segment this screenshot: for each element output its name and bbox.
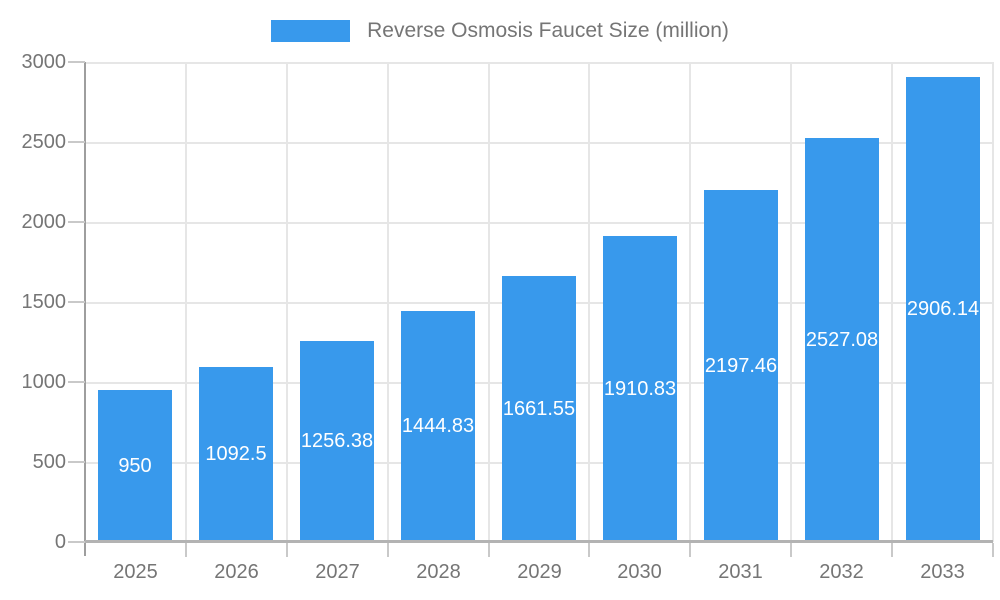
y-tick-mark bbox=[68, 301, 85, 303]
bar-2026[interactable]: 1092.5 bbox=[199, 367, 273, 542]
legend-item[interactable]: Reverse Osmosis Faucet Size (million) bbox=[0, 16, 1000, 46]
bar-2025[interactable]: 950 bbox=[98, 390, 172, 542]
h-gridline bbox=[85, 222, 993, 224]
bar-2033[interactable]: 2906.14 bbox=[906, 77, 980, 542]
x-tick-label-2032: 2032 bbox=[819, 561, 864, 583]
h-gridline bbox=[85, 62, 993, 64]
y-axis-line bbox=[84, 62, 86, 556]
y-tick-mark bbox=[68, 381, 85, 383]
y-tick-label: 3000 bbox=[21, 51, 67, 73]
x-tick-label-2027: 2027 bbox=[315, 561, 360, 583]
x-tick-label-2033: 2033 bbox=[920, 561, 965, 583]
bar-value-label: 950 bbox=[118, 454, 152, 477]
y-tick-label: 0 bbox=[54, 531, 66, 553]
x-tick-mark bbox=[891, 543, 893, 557]
x-tick-mark bbox=[286, 543, 288, 557]
y-tick-label: 2000 bbox=[21, 211, 67, 233]
bar-value-label: 1910.83 bbox=[603, 377, 677, 400]
bar-2027[interactable]: 1256.38 bbox=[300, 341, 374, 542]
y-tick-mark bbox=[68, 141, 85, 143]
bar-value-label: 1256.38 bbox=[300, 430, 374, 452]
y-tick-mark bbox=[68, 61, 85, 63]
x-tick-mark bbox=[185, 543, 187, 557]
bar-2032[interactable]: 2527.08 bbox=[805, 138, 879, 542]
legend-swatch bbox=[271, 20, 351, 42]
x-tick-label-2028: 2028 bbox=[416, 561, 461, 583]
bar-2029[interactable]: 1661.55 bbox=[502, 276, 576, 542]
h-gridline bbox=[85, 142, 993, 144]
v-gridline bbox=[286, 62, 288, 542]
x-tick-mark bbox=[488, 543, 490, 557]
v-gridline bbox=[689, 62, 691, 542]
v-gridline bbox=[891, 62, 893, 542]
v-gridline bbox=[387, 62, 389, 542]
plot-area: 950 1092.5 1256.38 1444.83 1661.55 1910.83 219… bbox=[85, 62, 994, 542]
v-gridline bbox=[488, 62, 490, 542]
v-gridline bbox=[588, 62, 590, 542]
y-tick-mark bbox=[68, 221, 85, 223]
y-tick-mark bbox=[68, 541, 85, 543]
y-tick-label: 500 bbox=[32, 451, 66, 473]
legend-label: Reverse Osmosis Faucet Size (million) bbox=[367, 19, 729, 42]
x-tick-label-2029: 2029 bbox=[517, 561, 562, 583]
bar-value-label: 2906.14 bbox=[906, 298, 980, 320]
y-tick-mark bbox=[68, 461, 85, 463]
x-tick-label-2026: 2026 bbox=[214, 561, 259, 583]
v-gridline bbox=[992, 62, 994, 542]
bar-2028[interactable]: 1444.83 bbox=[401, 311, 475, 542]
v-gridline bbox=[185, 62, 187, 542]
x-tick-label-2030: 2030 bbox=[617, 561, 662, 583]
y-tick-label: 2500 bbox=[21, 131, 67, 153]
x-tick-mark bbox=[790, 543, 792, 557]
bar-value-label: 1092.5 bbox=[205, 443, 267, 465]
bar-value-label: 2527.08 bbox=[805, 328, 879, 351]
bar-value-label: 1444.83 bbox=[401, 415, 475, 437]
x-tick-mark bbox=[588, 543, 590, 557]
y-tick-label: 1500 bbox=[21, 291, 67, 313]
bar-2030[interactable]: 1910.83 bbox=[603, 236, 677, 542]
bar-value-label: 2197.46 bbox=[704, 354, 778, 377]
x-tick-mark bbox=[992, 543, 994, 557]
y-tick-label: 1000 bbox=[21, 371, 67, 393]
x-axis-line bbox=[85, 540, 993, 543]
x-tick-mark bbox=[689, 543, 691, 557]
v-gridline bbox=[790, 62, 792, 542]
x-tick-label-2025: 2025 bbox=[113, 561, 158, 583]
bar-value-label: 1661.55 bbox=[502, 397, 576, 420]
bar-2031[interactable]: 2197.46 bbox=[704, 190, 778, 542]
x-tick-mark bbox=[387, 543, 389, 557]
x-tick-label-2031: 2031 bbox=[718, 561, 763, 583]
